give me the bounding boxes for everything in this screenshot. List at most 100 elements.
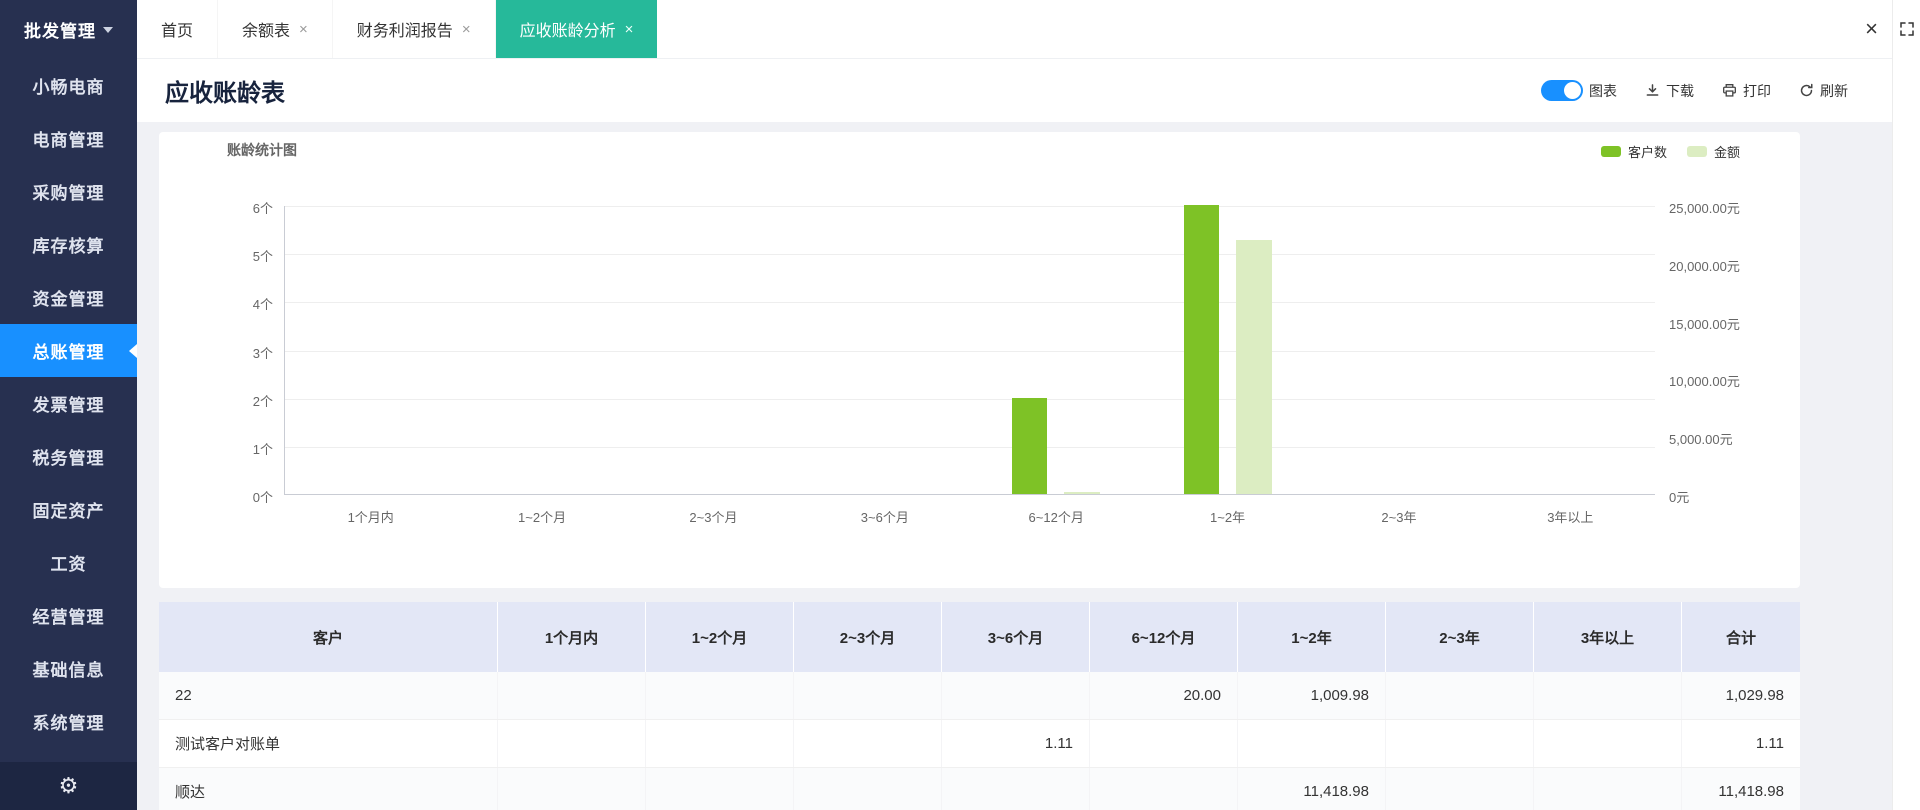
table-cell — [1386, 720, 1534, 767]
gridline — [285, 302, 1655, 304]
tab-label: 首页 — [161, 23, 194, 40]
tab-3[interactable]: 应收账龄分析 × — [495, 0, 658, 58]
sidebar-item-10[interactable]: 经营管理 — [32, 608, 105, 627]
sidebar-item-6[interactable]: 发票管理 — [32, 396, 105, 415]
sidebar-item-1[interactable]: 电商管理 — [32, 131, 105, 150]
table-header-cell: 1~2年 — [1238, 602, 1386, 672]
table-cell — [1534, 672, 1682, 719]
close-icon[interactable]: × — [1865, 16, 1878, 41]
sidebar-item-3[interactable]: 库存核算 — [32, 237, 105, 256]
table-cell — [646, 672, 794, 719]
tab-0[interactable]: 首页 — [137, 0, 219, 58]
sidebar-item-0[interactable]: 小畅电商 — [32, 78, 105, 97]
caret-down-icon — [103, 26, 113, 33]
y-axis-right-tick: 0元 — [1669, 490, 1690, 505]
legend-marker — [1686, 146, 1707, 157]
print-button[interactable]: 打印 — [1722, 81, 1771, 101]
sidebar: 批发管理 小畅电商电商管理采购管理库存核算资金管理总账管理发票管理税务管理固定资… — [0, 0, 137, 810]
tab-close-icon[interactable]: × — [461, 20, 471, 38]
legend-item-0[interactable]: 客户数 — [1600, 142, 1667, 161]
y-axis-left-tick: 2个 — [252, 393, 273, 409]
tab-close-icon[interactable]: × — [299, 20, 308, 38]
table-cell — [794, 720, 942, 767]
table-header-cell: 合计 — [1725, 629, 1756, 647]
table-cell: 1,029.98 — [1725, 687, 1784, 704]
main-area: 首页 余额表 × 财务利润报告 × 应收账龄分析 × × 应收账龄表 图表 下 — [137, 0, 1892, 810]
table-cell — [794, 672, 942, 719]
sidebar-item-11[interactable]: 基础信息 — [32, 661, 105, 680]
gridline — [285, 446, 1655, 448]
y-axis-right-tick: 20,000.00元 — [1669, 258, 1740, 274]
table-cell — [498, 768, 646, 810]
download-label: 下载 — [1666, 82, 1694, 99]
tab-close-icon[interactable]: × — [624, 20, 634, 38]
table-cell — [1090, 768, 1238, 810]
printer-icon — [1722, 83, 1737, 98]
y-axis-right-tick: 15,000.00元 — [1669, 316, 1740, 332]
tab-label: 财务利润报告 — [356, 23, 453, 40]
table-cell: 顺达 — [159, 768, 498, 810]
x-axis-category: 2~3个月 — [689, 510, 738, 525]
chart-toggle-label: 图表 — [1589, 82, 1617, 99]
chart-plot: 0个 1个 2个 3个 4个 5个 6个 0元 5,000.00元 10,000.00元 15,00… — [253, 201, 1740, 525]
x-axis-category: 2~3年 — [1381, 510, 1417, 525]
sidebar-item-9[interactable]: 工资 — [50, 555, 87, 574]
refresh-button[interactable]: 刷新 — [1799, 81, 1848, 101]
table-cell — [942, 768, 1090, 810]
refresh-icon — [1799, 83, 1814, 98]
y-axis-right-tick: 5,000.00元 — [1669, 432, 1733, 448]
sidebar-item-8[interactable]: 固定资产 — [32, 502, 105, 521]
y-axis-left-tick: 3个 — [252, 345, 273, 361]
sidebar-header[interactable]: 批发管理 — [0, 0, 137, 59]
sidebar-item-2[interactable]: 采购管理 — [32, 184, 105, 203]
table-header-row: 客户 1个月内 1~2个月 2~3个月 3~6个月 6~12个月 1~2年 2~3年 3年以上 合… — [159, 602, 1800, 672]
table-header-cell: 6~12个月 — [1090, 602, 1238, 672]
right-rail — [1892, 0, 1920, 810]
y-axis-left-tick: 0个 — [252, 490, 273, 505]
table-cell: 11,418.98 — [1238, 768, 1386, 810]
y-axis-left-tick: 5个 — [252, 249, 273, 265]
sidebar-item-7[interactable]: 税务管理 — [32, 449, 105, 468]
sidebar-item-12[interactable]: 系统管理 — [32, 714, 105, 733]
table-cell: 测试客户对账单 — [159, 720, 498, 767]
table-cell — [646, 768, 794, 810]
tab-1[interactable]: 余额表 × — [218, 0, 333, 58]
table-cell — [1090, 720, 1238, 767]
table-cell: 20.00 — [1090, 672, 1238, 719]
sidebar-item-5[interactable]: 总账管理 — [0, 324, 137, 377]
legend-marker — [1600, 146, 1621, 157]
table-header-cell: 1~2个月 — [646, 602, 794, 672]
gear-icon[interactable]: ⚙ — [58, 773, 79, 798]
y-axis-right-tick: 10,000.00元 — [1669, 374, 1740, 390]
table-cell — [498, 672, 646, 719]
table-header-cell: 1个月内 — [498, 602, 646, 672]
x-axis-category: 3~6个月 — [860, 510, 909, 525]
table-row-0: 22 20.00 1,009.98 1,029.98 — [159, 672, 1800, 720]
y-axis-left-tick: 6个 — [252, 201, 273, 216]
download-button[interactable]: 下载 — [1645, 81, 1694, 101]
x-axis-category: 1~2年 — [1210, 510, 1246, 525]
page-title: 应收账龄表 — [165, 80, 285, 107]
table-row-2: 顺达 11,418.98 11,418.98 — [159, 768, 1800, 810]
table-body: 22 20.00 1,009.98 1,029.98 测试客户对账单 1.11 1.11 顺达… — [159, 672, 1800, 810]
content-area: 账龄统计图 客户数 金额 0个 1个 2个 3个 4个 5个 6个 0元 5,000.00元 10,… — [137, 122, 1892, 810]
gridline — [285, 350, 1655, 352]
chart-toggle-switch[interactable] — [1541, 80, 1583, 101]
sidebar-item-4[interactable]: 资金管理 — [32, 290, 105, 309]
aging-chart-card: 账龄统计图 客户数 金额 0个 1个 2个 3个 4个 5个 6个 0元 5,000.00元 10,… — [159, 132, 1800, 588]
y-axis-left-tick: 1个 — [252, 441, 273, 457]
tab-2[interactable]: 财务利润报告 × — [333, 0, 496, 58]
table-header-cell: 2~3年 — [1386, 602, 1534, 672]
chart-title: 账龄统计图 — [227, 142, 297, 158]
table-cell — [1386, 672, 1534, 719]
gridline — [285, 206, 1655, 207]
window-controls: × — [1865, 0, 1878, 58]
legend-item-1[interactable]: 金额 — [1686, 142, 1740, 161]
x-axis-category: 1~2个月 — [518, 510, 567, 525]
active-arrow-icon — [129, 343, 137, 358]
fullscreen-icon[interactable] — [1899, 21, 1915, 42]
table-header-cell: 3年以上 — [1534, 602, 1682, 672]
sidebar-header-label: 批发管理 — [24, 22, 96, 41]
table-cell — [1534, 720, 1682, 767]
y-axis-right-tick: 25,000.00元 — [1669, 201, 1740, 216]
